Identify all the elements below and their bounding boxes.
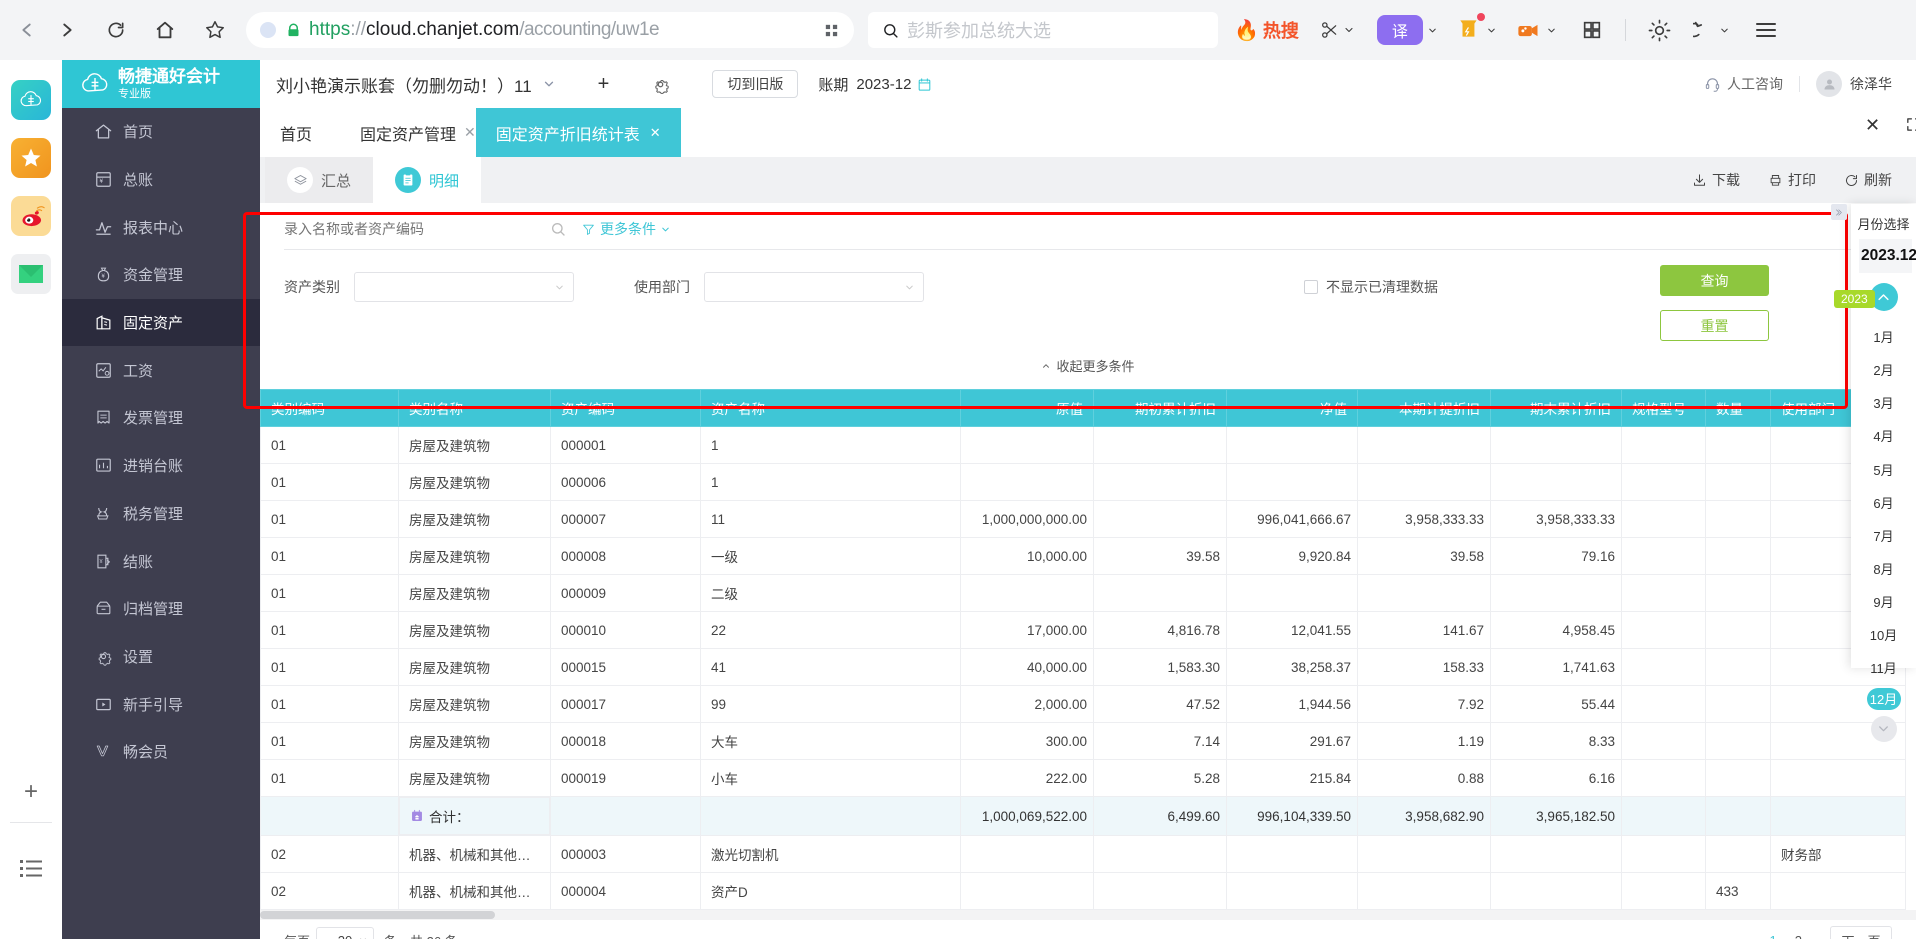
- svg-text:¥: ¥: [100, 559, 104, 565]
- svg-text:¥: ¥: [100, 178, 104, 185]
- svg-text:¥: ¥: [101, 274, 105, 280]
